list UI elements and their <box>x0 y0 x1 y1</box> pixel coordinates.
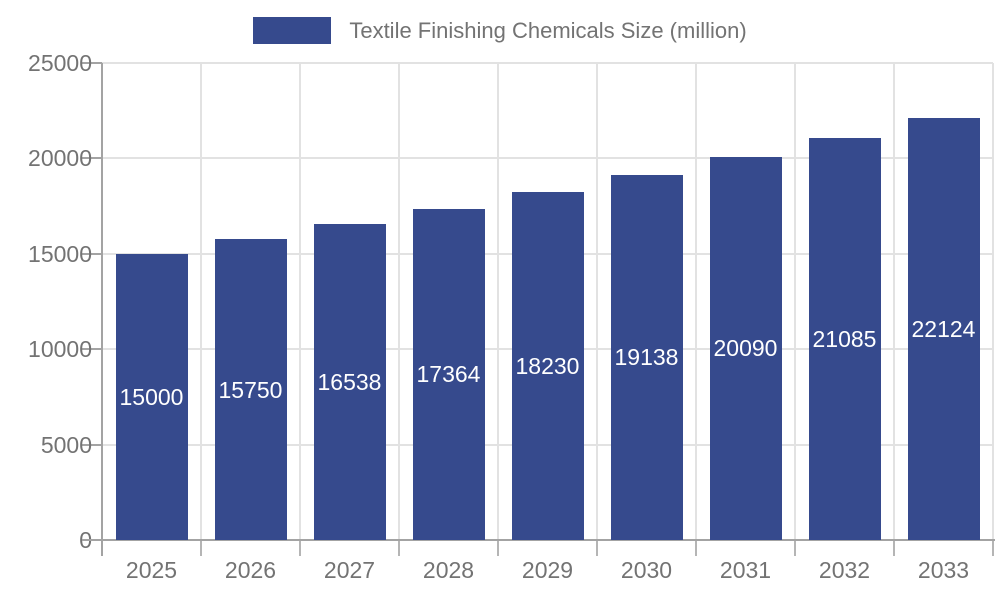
y-tick-label: 25000 <box>28 50 92 76</box>
bar-value-label: 15000 <box>119 383 184 410</box>
bar-value-label: 18230 <box>515 353 580 380</box>
bar <box>412 208 485 540</box>
bar-value-label: 15750 <box>218 376 283 403</box>
legend-label: Textile Finishing Chemicals Size (millio… <box>349 17 747 43</box>
y-axis-tick <box>82 62 102 64</box>
y-tick-label: 10000 <box>28 336 92 363</box>
y-axis-tick <box>82 252 102 255</box>
x-tick-label: 2026 <box>224 557 277 583</box>
x-axis-tick <box>596 540 598 556</box>
v-gridline <box>497 63 499 540</box>
bar <box>907 117 980 540</box>
x-tick-label: 2027 <box>323 557 376 583</box>
bar-value-label: 17364 <box>416 361 481 388</box>
v-gridline <box>992 63 994 540</box>
v-gridline <box>398 63 400 540</box>
y-tick-label: 20000 <box>28 145 92 172</box>
bar <box>115 253 188 540</box>
x-tick-label: 2028 <box>422 557 475 583</box>
bar <box>610 174 683 540</box>
y-axis-tick <box>82 443 102 446</box>
x-axis-tick <box>299 540 301 556</box>
bar <box>808 137 881 540</box>
v-gridline <box>695 63 697 540</box>
y-axis-line <box>101 63 103 556</box>
x-tick-label: 2031 <box>719 557 772 583</box>
bar-value-label: 20090 <box>713 335 778 362</box>
x-tick-label: 2033 <box>917 557 970 583</box>
x-axis-tick <box>398 540 400 556</box>
legend-swatch <box>253 17 332 44</box>
x-axis-tick <box>200 540 202 556</box>
bar <box>709 156 782 540</box>
x-axis-line <box>82 539 995 541</box>
bar-value-label: 21085 <box>812 325 877 352</box>
bar-value-label: 22124 <box>911 315 976 342</box>
v-gridline <box>794 63 796 540</box>
y-tick-label: 15000 <box>28 240 92 267</box>
x-tick-label: 2030 <box>620 557 673 583</box>
bar <box>313 224 386 540</box>
bar <box>511 192 584 540</box>
y-axis-tick <box>82 348 102 351</box>
x-axis-tick <box>497 540 499 556</box>
x-tick-label: 2025 <box>125 557 178 583</box>
y-tick-label: 0 <box>0 526 92 554</box>
h-gridline <box>102 157 993 160</box>
x-tick-label: 2032 <box>818 557 871 583</box>
legend-item[interactable]: Textile Finishing Chemicals Size (millio… <box>0 17 1000 44</box>
h-gridline <box>102 62 993 64</box>
v-gridline <box>893 63 895 540</box>
v-gridline <box>200 63 202 540</box>
y-tick-label: 5000 <box>40 431 92 458</box>
y-axis-tick <box>82 157 102 160</box>
x-axis-tick <box>992 540 994 556</box>
bar-value-label: 16538 <box>317 369 382 396</box>
x-axis-tick <box>794 540 796 556</box>
bar-value-label: 19138 <box>614 344 679 371</box>
x-axis-tick <box>893 540 895 556</box>
x-tick-label: 2029 <box>521 557 574 583</box>
bar <box>214 239 287 540</box>
v-gridline <box>299 63 301 540</box>
x-axis-tick <box>695 540 697 556</box>
v-gridline <box>596 63 598 540</box>
